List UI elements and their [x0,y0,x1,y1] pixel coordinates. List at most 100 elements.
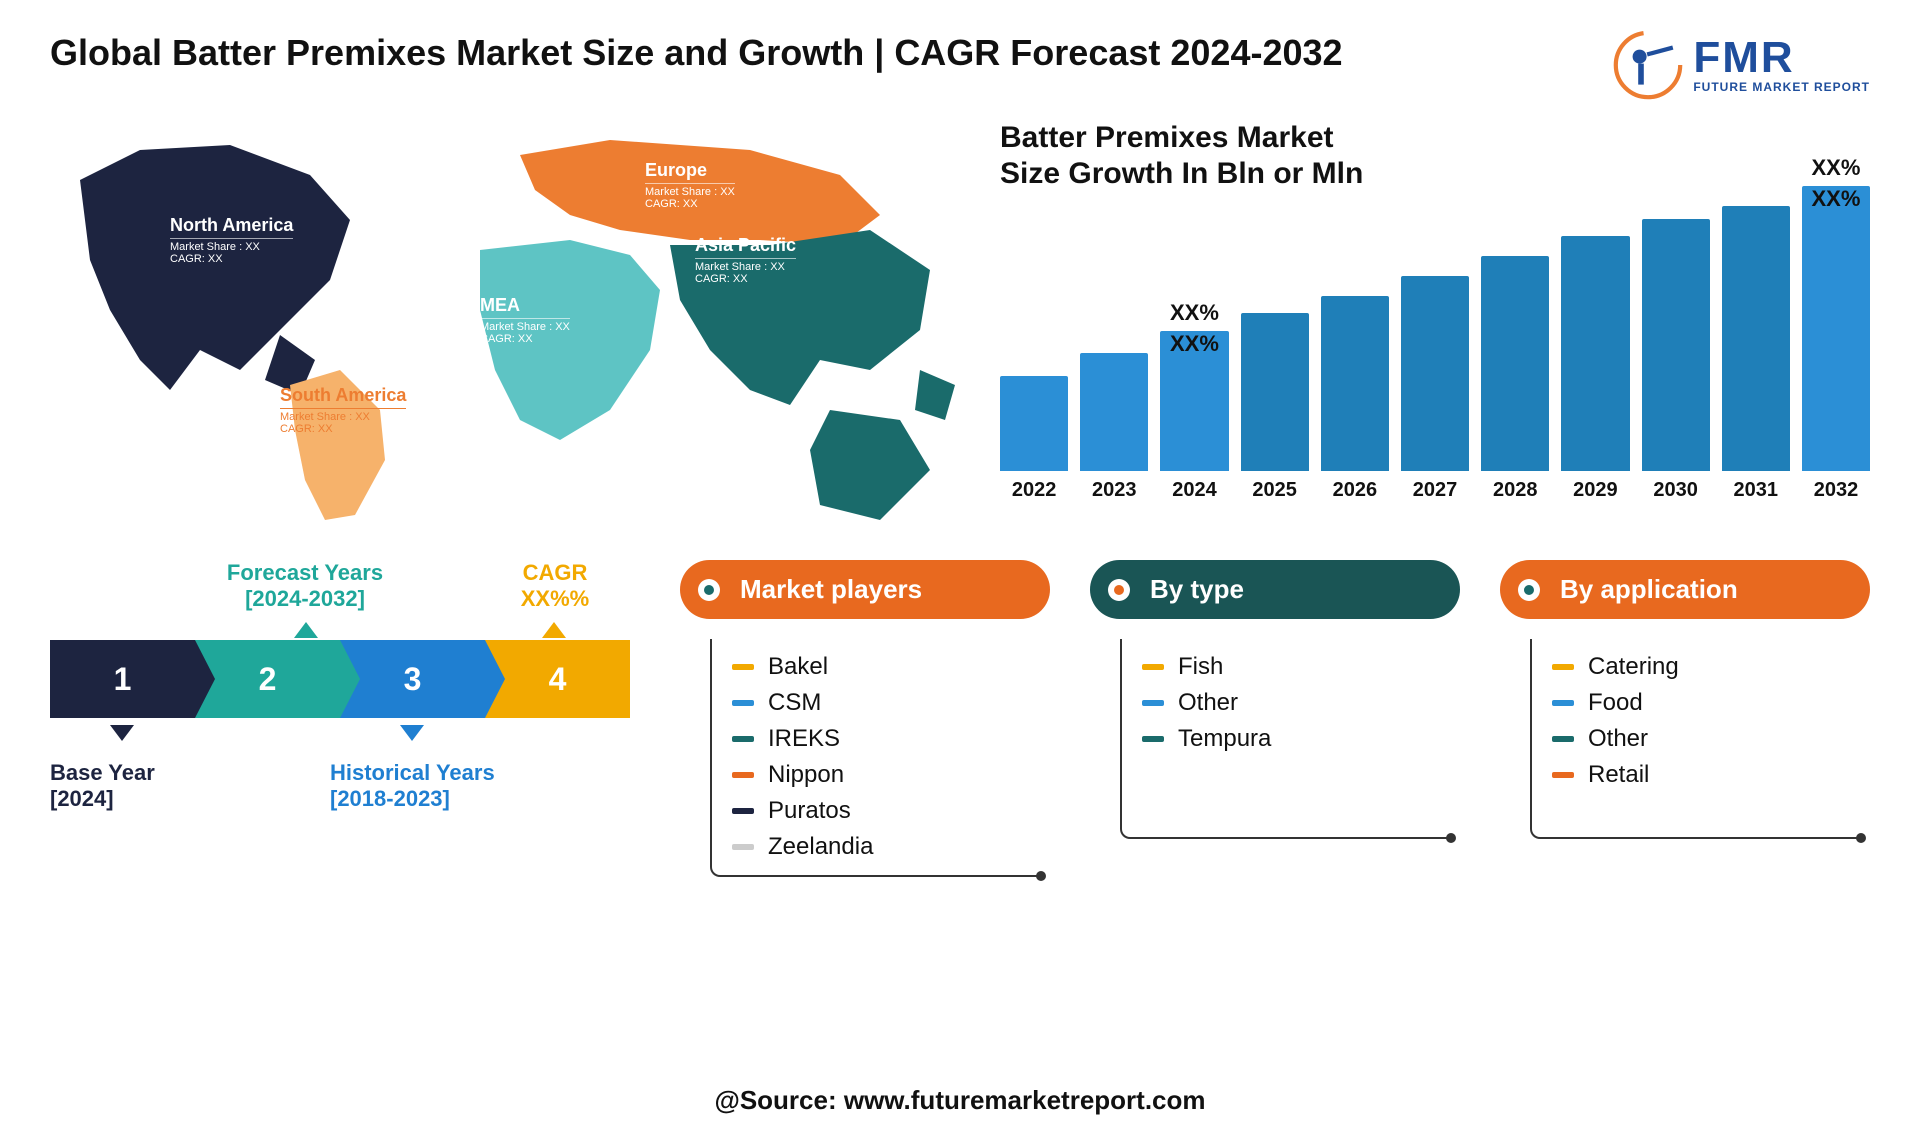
bar-year-label: 2027 [1413,479,1458,502]
region-cagr: CAGR: XX [480,333,570,345]
bar-wrap: 2028 [1481,256,1549,502]
chart-bar [1481,256,1549,471]
chart-bar [1722,206,1790,471]
timeline-segment: 3 [340,640,485,718]
forecast-arrow-icon [294,622,318,638]
chart-bar [1401,276,1469,471]
bar-chart: Batter Premixes Market Size Growth In Bl… [1000,120,1870,520]
item-label: Tempura [1178,725,1271,753]
region-cagr: CAGR: XX [170,253,293,265]
category-column: By type Fish Other Tempura [1090,560,1460,877]
region-label: MEA Market Share : XX CAGR: XX [480,295,570,345]
bar-wrap: 2026 [1321,296,1389,502]
bar-year-label: 2030 [1653,479,1698,502]
category-list: CateringFood Other Retail [1530,639,1860,839]
base-text: Base Year [50,760,155,785]
region-name: Asia Pacific [695,235,796,259]
category-list: Fish Other Tempura [1120,639,1450,839]
hist-range: [2018-2023] [330,786,450,811]
bullet-icon [732,736,754,742]
forecast-text: Forecast Years [227,560,383,585]
historical-label: Historical Years [2018-2023] [330,760,550,813]
item-label: Other [1588,725,1648,753]
timeline-segment: 2 [195,640,340,718]
base-arrow-icon [110,725,134,741]
item-label: IREKS [768,725,840,753]
source-attribution: @Source: www.futuremarketreport.com [0,1085,1920,1116]
category-column: By application CateringFood Other Retail [1500,560,1870,877]
bar-year-label: 2031 [1734,479,1779,502]
item-label: Fish [1178,653,1223,681]
region-label: South America Market Share : XX CAGR: XX [280,385,406,435]
bar-year-label: 2022 [1012,479,1057,502]
cagr-value: XX%% [521,586,589,611]
chart-title: Batter Premixes Market Size Growth In Bl… [1000,120,1380,192]
bullet-icon [1552,736,1574,742]
bar-wrap: 2025 [1241,313,1309,502]
bar-annotation: XX% [1170,300,1219,326]
bar-wrap: 2022 [1000,376,1068,502]
bullet-icon [1552,772,1574,778]
cagr-arrow-icon [542,622,566,638]
logo-text-main: FMR [1693,36,1870,80]
cagr-label: CAGR XX%% [495,560,615,613]
timeline-segment: 1 [50,640,195,718]
region-label: North America Market Share : XX CAGR: XX [170,215,293,265]
region-name: South America [280,385,406,409]
hist-text: Historical Years [330,760,495,785]
bullet-icon [1552,700,1574,706]
item-label: Bakel [768,653,828,681]
item-label: Other [1178,689,1238,717]
item-label: Puratos [768,797,851,825]
forecast-label: Forecast Years [2024-2032] [205,560,405,613]
bar-year-label: 2026 [1333,479,1378,502]
list-item: Other [1142,685,1450,721]
bullet-icon [1142,664,1164,670]
bar-wrap: 2029 [1561,236,1629,502]
category-pill: Market players [680,560,1050,619]
bullet-icon [732,664,754,670]
item-label: CSM [768,689,821,717]
category-list: BakelCSMIREKSNipponPuratosZeelandia [710,639,1040,877]
bar-year-label: 2029 [1573,479,1618,502]
bar-wrap: 2031 [1722,206,1790,502]
page-title: Global Batter Premixes Market Size and G… [50,30,1343,75]
base-range: [2024] [50,786,114,811]
bar-wrap: 2027 [1401,276,1469,502]
chart-bars: 2022 2023XX% 2024XX% 2025 2026 2027 2028… [1000,202,1870,502]
list-item: Food [1552,685,1860,721]
bullet-icon [732,844,754,850]
bar-annotation: XX% [1812,155,1861,181]
timeline: Forecast Years [2024-2032] CAGR XX%% 123… [50,560,630,718]
bar-annotation: XX% [1812,186,1861,212]
logo: FMR FUTURE MARKET REPORT [1613,30,1870,100]
list-item: Retail [1552,757,1860,793]
list-item: Catering [1552,649,1860,685]
forecast-range: [2024-2032] [245,586,365,611]
list-item: Fish [1142,649,1450,685]
region-cagr: CAGR: XX [280,423,406,435]
region-name: MEA [480,295,570,319]
chart-bar [1561,236,1629,471]
item-label: Retail [1588,761,1649,789]
chart-bar [1642,219,1710,471]
list-item: Tempura [1142,721,1450,757]
region-label: Asia Pacific Market Share : XX CAGR: XX [695,235,796,285]
bullet-icon [1552,664,1574,670]
list-item: CSM [732,685,1040,721]
region-cagr: CAGR: XX [645,198,735,210]
region-name: North America [170,215,293,239]
item-label: Nippon [768,761,844,789]
fmr-logo-icon [1613,30,1683,100]
region-share: Market Share : XX [480,321,570,333]
region-label: Europe Market Share : XX CAGR: XX [645,160,735,210]
region-share: Market Share : XX [170,241,293,253]
category-pill: By type [1090,560,1460,619]
region-cagr: CAGR: XX [695,273,796,285]
category-pill: By application [1500,560,1870,619]
timeline-bar: 1234 [50,640,630,718]
bar-annotation: XX% [1170,331,1219,357]
region-share: Market Share : XX [280,411,406,423]
timeline-segment: 4 [485,640,630,718]
bar-wrap: 2030 [1642,219,1710,502]
